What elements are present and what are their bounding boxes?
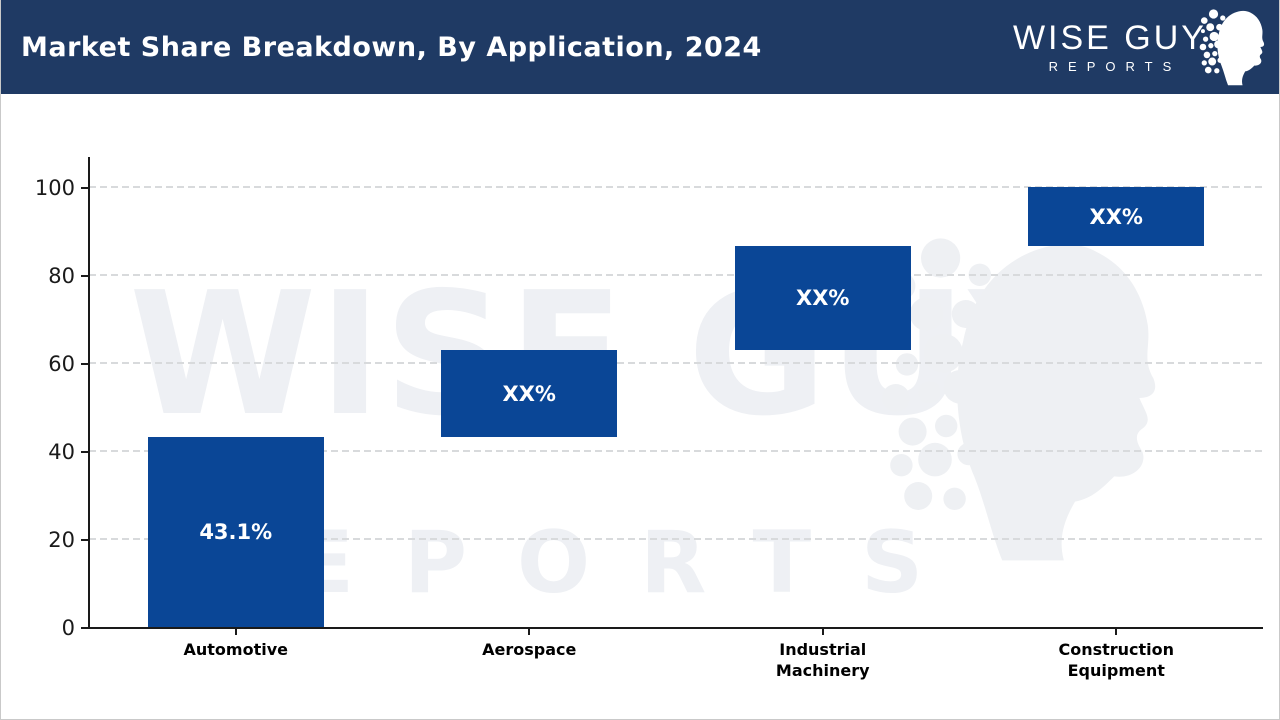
bar-value-label: XX%	[796, 286, 850, 311]
x-axis-line	[88, 627, 1263, 629]
x-tick-mark	[528, 629, 531, 635]
y-axis-line	[88, 157, 90, 629]
x-tick-mark	[1115, 629, 1118, 635]
gridline-40	[89, 450, 1263, 452]
header-bar: Market Share Breakdown, By Application, …	[1, 0, 1279, 94]
x-tick-mark	[821, 629, 824, 635]
y-tick-mark-60	[81, 363, 88, 365]
category-label-line: Industrial	[779, 640, 867, 659]
bar-automotive: 43.1%	[147, 437, 324, 627]
y-tick-label-100: 100	[34, 176, 75, 200]
logo-wordmark: WISE GUY	[1012, 18, 1207, 57]
bar-value-label: XX%	[1089, 204, 1143, 229]
bar-industrial-machinery: XX%	[734, 246, 911, 350]
category-label-automotive: Automotive	[126, 639, 346, 660]
logo-subtitle: REPORTS	[1048, 58, 1182, 74]
category-label-line: Automotive	[183, 640, 289, 659]
category-label-line: Equipment	[1067, 661, 1165, 680]
bar-value-label: XX%	[502, 381, 556, 406]
logo-text: WISE GUY REPORTS	[1013, 21, 1207, 74]
y-tick-label-80: 80	[48, 264, 75, 288]
y-tick-mark-40	[81, 451, 88, 453]
category-label-construction-equipment: Construction Equipment	[1006, 639, 1226, 681]
y-tick-mark-80	[81, 275, 88, 277]
x-tick-mark	[234, 629, 237, 635]
bar-aerospace: XX%	[441, 349, 618, 438]
bar-construction-equipment: XX%	[1028, 187, 1205, 247]
wise-guy-reports-logo: WISE GUY REPORTS	[1013, 7, 1279, 87]
y-tick-label-20: 20	[48, 528, 75, 552]
y-tick-label-60: 60	[48, 352, 75, 376]
page-title: Market Share Breakdown, By Application, …	[21, 31, 762, 63]
category-label-line: Construction	[1058, 640, 1175, 659]
category-label-line: Aerospace	[482, 640, 577, 659]
gridline-100	[89, 186, 1263, 188]
category-label-industrial-machinery: Industrial Machinery	[713, 639, 933, 681]
y-tick-label-0: 0	[61, 616, 75, 640]
bar-value-label: 43.1%	[199, 520, 273, 545]
watermark-face-icon	[881, 238, 1156, 561]
gridline-60	[89, 362, 1263, 364]
category-label-line: Machinery	[775, 661, 870, 680]
gridline-80	[89, 274, 1263, 276]
y-tick-label-40: 40	[48, 440, 75, 464]
category-label-aerospace: Aerospace	[419, 639, 639, 660]
gridline-20	[89, 538, 1263, 540]
y-tick-mark-0	[81, 627, 88, 629]
y-tick-mark-20	[81, 539, 88, 541]
y-tick-mark-100	[81, 187, 88, 189]
dotted-face-icon	[1199, 9, 1265, 86]
